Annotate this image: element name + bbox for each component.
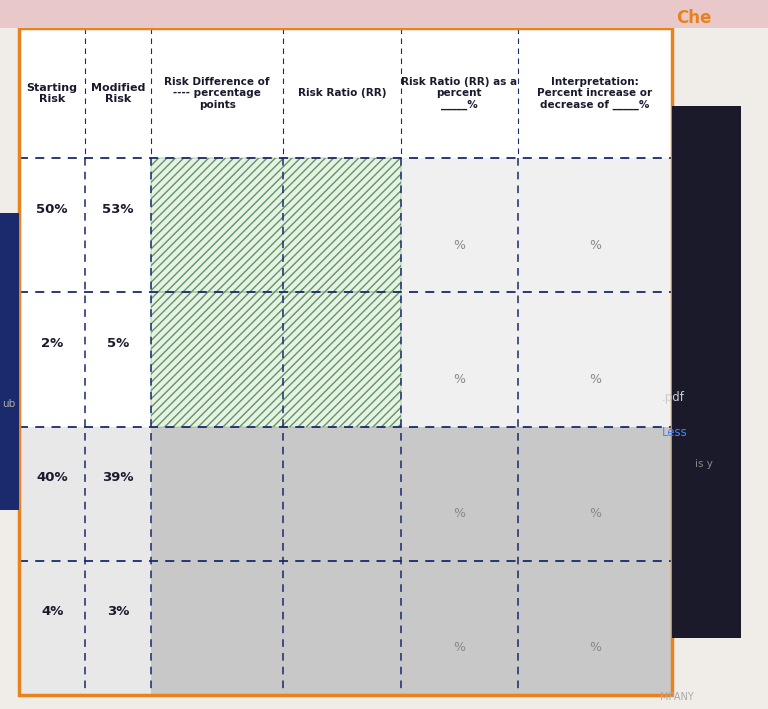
Text: Interpretation:
Percent increase or
decrease of _____%: Interpretation: Percent increase or decr… [538, 77, 653, 110]
Bar [19, 561, 151, 695]
Text: 40%: 40% [36, 471, 68, 484]
Text: 53%: 53% [102, 203, 134, 216]
Text: Starting
Risk: Starting Risk [27, 82, 78, 104]
Bar [151, 158, 401, 292]
Text: is y: is y [695, 459, 713, 469]
Bar [672, 106, 741, 638]
Text: ub: ub [2, 399, 15, 409]
Text: Risk Ratio (RR) as a
percent
_____%: Risk Ratio (RR) as a percent _____% [401, 77, 518, 110]
Text: 50%: 50% [36, 203, 68, 216]
Text: 2%: 2% [41, 337, 63, 350]
Text: Less: Less [662, 426, 688, 439]
Bar [19, 28, 672, 695]
Text: %: % [589, 642, 601, 654]
Text: Risk Ratio (RR): Risk Ratio (RR) [298, 89, 386, 99]
Bar [151, 561, 672, 695]
Text: 5%: 5% [107, 337, 129, 350]
Text: %: % [589, 239, 601, 252]
Bar [151, 292, 401, 427]
Bar [0, 0, 768, 28]
Text: %: % [453, 642, 465, 654]
Text: %: % [453, 507, 465, 520]
Text: 4%: 4% [41, 605, 64, 618]
Bar [151, 158, 401, 292]
Bar [401, 292, 672, 427]
Bar [151, 427, 672, 561]
Text: Modified
Risk: Modified Risk [91, 82, 145, 104]
Text: %: % [453, 373, 465, 386]
Text: %: % [589, 373, 601, 386]
Bar [19, 427, 151, 561]
Text: 3%: 3% [107, 605, 129, 618]
Text: %: % [453, 239, 465, 252]
Text: MPANY: MPANY [660, 692, 694, 702]
Text: Risk Difference of
---- percentage
points: Risk Difference of ---- percentage point… [164, 77, 270, 110]
Text: Che: Che [676, 9, 711, 27]
Text: 39%: 39% [102, 471, 134, 484]
Bar [19, 28, 672, 695]
Bar [401, 158, 672, 292]
Bar [151, 292, 401, 427]
Bar [0, 213, 19, 510]
Text: %: % [589, 507, 601, 520]
Text: .pdf: .pdf [662, 391, 685, 403]
